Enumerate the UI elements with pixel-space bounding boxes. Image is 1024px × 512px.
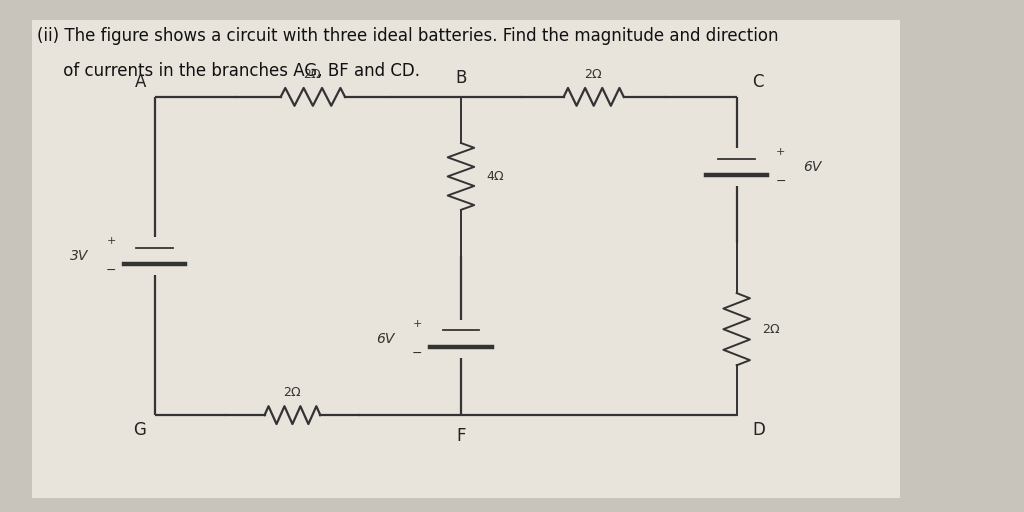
Text: 6V: 6V <box>376 332 394 346</box>
Text: −: − <box>105 264 116 277</box>
Text: F: F <box>456 426 466 444</box>
Text: +: + <box>106 237 116 246</box>
Text: 3V: 3V <box>70 249 88 263</box>
Text: 6V: 6V <box>803 160 821 174</box>
Text: G: G <box>133 421 146 439</box>
Text: D: D <box>752 421 765 439</box>
Bar <box>32 20 900 498</box>
Text: 2$\Omega$: 2$\Omega$ <box>584 68 603 81</box>
Text: of currents in the branches AG, BF and CD.: of currents in the branches AG, BF and C… <box>37 62 420 80</box>
Text: (ii) The figure shows a circuit with three ideal batteries. Find the magnitude a: (ii) The figure shows a circuit with thr… <box>37 27 778 45</box>
Text: +: + <box>775 147 784 157</box>
Text: C: C <box>752 73 764 91</box>
Text: 2$\Omega$: 2$\Omega$ <box>283 386 302 399</box>
Text: −: − <box>412 347 422 360</box>
Text: 2$\Omega$: 2$\Omega$ <box>303 68 323 81</box>
Text: 2$\Omega$: 2$\Omega$ <box>762 323 781 336</box>
Text: +: + <box>413 319 422 329</box>
Text: 4$\Omega$: 4$\Omega$ <box>486 170 506 183</box>
Text: −: − <box>775 175 786 188</box>
Text: A: A <box>135 73 146 91</box>
Text: B: B <box>456 69 467 88</box>
